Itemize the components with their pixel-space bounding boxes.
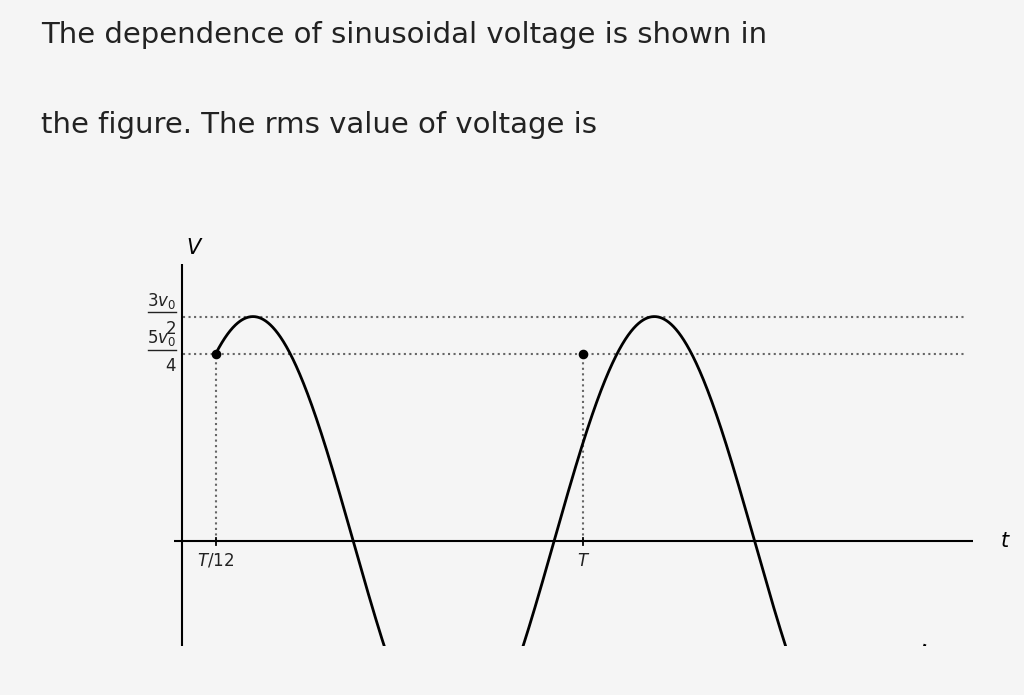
Text: $5v_0$: $5v_0$ — [147, 328, 176, 348]
Text: $T/12$: $T/12$ — [197, 552, 234, 570]
Point — [208, 348, 224, 359]
Text: the figure. The rms value of voltage is: the figure. The rms value of voltage is — [41, 111, 597, 139]
Text: $3v_0$: $3v_0$ — [147, 291, 176, 311]
Point — [575, 348, 592, 359]
Text: $2$: $2$ — [165, 320, 176, 338]
Text: $T$: $T$ — [577, 552, 590, 570]
Text: V: V — [186, 238, 201, 258]
Text: t: t — [1000, 532, 1009, 551]
Text: $4$: $4$ — [165, 357, 176, 375]
Text: The dependence of sinusoidal voltage is shown in: The dependence of sinusoidal voltage is … — [41, 21, 767, 49]
